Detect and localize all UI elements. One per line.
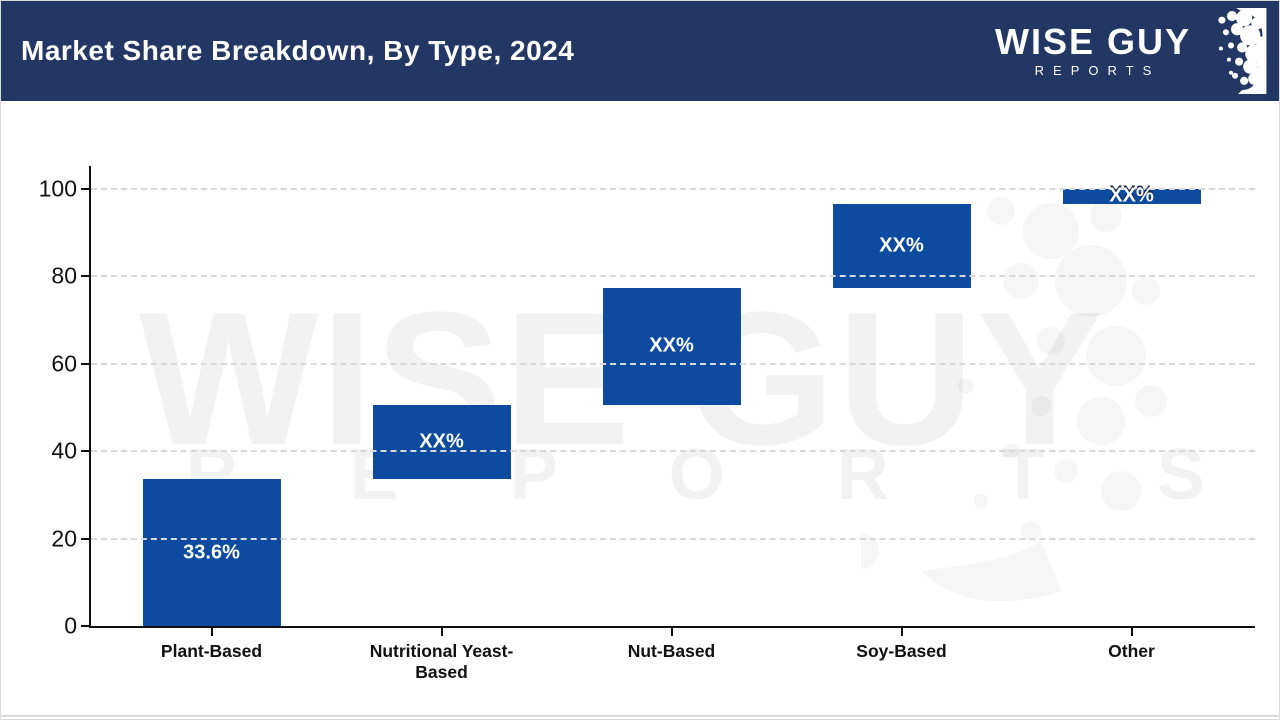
bar-4 <box>1062 188 1201 205</box>
bar-value-label: XX% <box>1109 184 1154 207</box>
y-tick-mark <box>81 275 89 277</box>
x-tick-mark <box>900 628 903 636</box>
bar-value-label: XX% <box>419 430 464 453</box>
x-tick-mark <box>670 628 673 636</box>
y-tick-mark <box>81 450 89 452</box>
header-bar: Market Share Breakdown, By Type, 2024 WI… <box>1 1 1279 101</box>
x-axis-category-label: Nut-Based <box>627 641 716 661</box>
bar-value-label: 33.6% <box>183 541 240 563</box>
x-axis-category-label: Plant-Based <box>160 641 263 661</box>
bar-2 <box>602 287 741 406</box>
y-tick-label: 20 <box>51 525 77 551</box>
brand-wordmark: WISE GUY REPORTS <box>994 21 1191 79</box>
bar-3 <box>832 204 971 288</box>
x-tick-mark <box>210 628 213 636</box>
y-tick-label: 100 <box>38 175 77 201</box>
x-axis-category-label: Soy-Based <box>856 641 947 661</box>
gridline <box>91 362 1255 365</box>
x-tick-mark <box>1130 628 1133 636</box>
gridline <box>91 187 1255 190</box>
footer-divider <box>1 715 1279 717</box>
gridline <box>91 275 1255 277</box>
gridline <box>91 537 1255 540</box>
y-tick-label: 60 <box>51 350 77 376</box>
y-tick-label: 40 <box>51 437 77 464</box>
brand-subtitle: REPORTS <box>1034 63 1161 78</box>
brand-logo: WISE GUY REPORTS <box>994 8 1279 94</box>
x-axis-category-label: Other <box>1108 641 1155 661</box>
x-axis-category-label: Nutritional Yeast-Based <box>369 641 514 682</box>
chart-plot-area: 33.6% Plant-Based XX% Nutritional Yeast-Bas… <box>1 101 1279 719</box>
brand-name: WISE GUY <box>994 21 1191 62</box>
y-tick-mark <box>81 362 89 365</box>
head-silhouette-icon <box>1218 8 1267 94</box>
page-title: Market Share Breakdown, By Type, 2024 <box>21 35 575 66</box>
x-axis-spine <box>89 626 1255 628</box>
y-tick-label: 80 <box>51 262 77 289</box>
x-tick-mark <box>440 628 443 636</box>
y-tick-mark <box>81 187 89 190</box>
bar-0 <box>142 479 281 626</box>
y-tick-label: 0 <box>64 612 77 639</box>
y-tick-mark <box>81 537 89 540</box>
gridline <box>91 450 1255 452</box>
y-tick-mark <box>81 625 89 627</box>
bar-value-label: XX% <box>649 334 694 357</box>
bar-value-label: XX% <box>879 234 924 257</box>
bar-1 <box>372 405 511 479</box>
y-axis-spine <box>89 166 91 628</box>
